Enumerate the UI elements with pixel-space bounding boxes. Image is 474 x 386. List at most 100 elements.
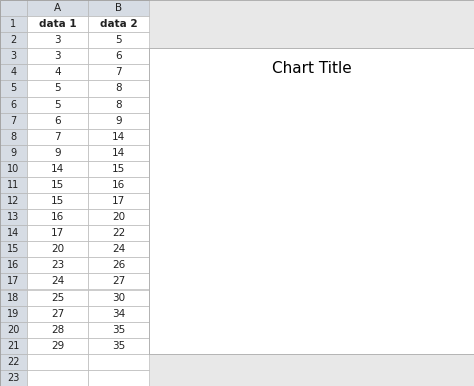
Bar	[0, 0, 27, 16]
Text: Chart Title: Chart Title	[272, 61, 352, 76]
Text: 12: 12	[7, 196, 19, 206]
Text: 14: 14	[112, 148, 125, 158]
Bar	[0, 32, 27, 48]
Bar	[88, 145, 149, 161]
Bar	[88, 193, 149, 209]
Bar	[27, 32, 88, 48]
Bar	[88, 322, 149, 338]
Bar	[88, 306, 149, 322]
Text: 5: 5	[115, 35, 122, 45]
Text: 9: 9	[54, 148, 61, 158]
Text: 6: 6	[115, 51, 122, 61]
Text: B: B	[115, 3, 122, 13]
Text: data 2: data 2	[100, 19, 137, 29]
Bar	[0, 257, 27, 273]
Text: 2: 2	[10, 35, 17, 45]
Text: 3: 3	[54, 35, 61, 45]
Bar	[0, 225, 27, 241]
Text: 24: 24	[51, 276, 64, 286]
Bar	[88, 64, 149, 80]
Bar	[27, 306, 88, 322]
Bar	[88, 113, 149, 129]
Bar	[0, 193, 27, 209]
Bar	[27, 273, 88, 290]
Text: 23: 23	[7, 373, 19, 383]
Text: 30: 30	[112, 293, 125, 303]
Text: 15: 15	[51, 180, 64, 190]
Bar	[27, 16, 88, 32]
Bar	[88, 290, 149, 306]
Bar	[27, 48, 88, 64]
Text: 7: 7	[54, 132, 61, 142]
Text: 6: 6	[10, 100, 17, 110]
Text: 6: 6	[54, 116, 61, 125]
Bar	[0, 306, 27, 322]
Bar	[27, 290, 88, 306]
Text: 17: 17	[51, 228, 64, 238]
Text: 13: 13	[7, 212, 19, 222]
Text: 5: 5	[54, 100, 61, 110]
Bar	[27, 145, 88, 161]
Text: 4: 4	[54, 68, 61, 77]
Bar	[27, 370, 88, 386]
Text: 29: 29	[51, 341, 64, 351]
Text: 17: 17	[7, 276, 19, 286]
Bar	[0, 354, 27, 370]
Bar	[88, 0, 149, 16]
Bar	[88, 177, 149, 193]
Bar	[88, 225, 149, 241]
Bar	[0, 113, 27, 129]
Bar	[0, 338, 27, 354]
Text: 27: 27	[112, 276, 125, 286]
Text: 15: 15	[51, 196, 64, 206]
Bar	[0, 322, 27, 338]
Text: 7: 7	[10, 116, 17, 125]
Bar	[27, 0, 88, 16]
Bar	[88, 209, 149, 225]
Bar	[0, 177, 27, 193]
Text: 16: 16	[7, 261, 19, 270]
Text: 5: 5	[10, 83, 17, 93]
Bar	[88, 338, 149, 354]
Bar	[88, 96, 149, 113]
Text: 26: 26	[112, 261, 125, 270]
Bar	[0, 370, 27, 386]
Bar	[27, 64, 88, 80]
Bar	[27, 96, 88, 113]
Bar	[88, 161, 149, 177]
Text: 14: 14	[112, 132, 125, 142]
Bar	[27, 80, 88, 96]
Bar	[0, 96, 27, 113]
Text: 18: 18	[7, 293, 19, 303]
Bar	[88, 241, 149, 257]
Bar	[88, 370, 149, 386]
Bar	[229, 185, 311, 298]
Bar	[88, 129, 149, 145]
Text: 16: 16	[51, 212, 64, 222]
Bar	[88, 257, 149, 273]
Text: 20: 20	[112, 212, 125, 222]
Text: 9: 9	[10, 148, 17, 158]
Text: 19: 19	[7, 309, 19, 318]
Text: 4: 4	[10, 68, 17, 77]
Bar	[27, 209, 88, 225]
Text: 9: 9	[115, 116, 122, 125]
Bar	[88, 32, 149, 48]
Bar	[27, 257, 88, 273]
Bar	[27, 161, 88, 177]
Text: 3: 3	[10, 51, 17, 61]
Bar	[0, 241, 27, 257]
Bar	[27, 225, 88, 241]
Bar	[0, 290, 27, 306]
Bar	[88, 273, 149, 290]
Text: 14: 14	[51, 164, 64, 174]
Text: 14: 14	[7, 228, 19, 238]
Text: 11: 11	[7, 180, 19, 190]
Bar	[27, 241, 88, 257]
Bar	[27, 338, 88, 354]
Bar	[0, 64, 27, 80]
Text: 15: 15	[7, 244, 19, 254]
Text: 7: 7	[115, 68, 122, 77]
Bar	[0, 273, 27, 290]
Text: 23: 23	[51, 261, 64, 270]
